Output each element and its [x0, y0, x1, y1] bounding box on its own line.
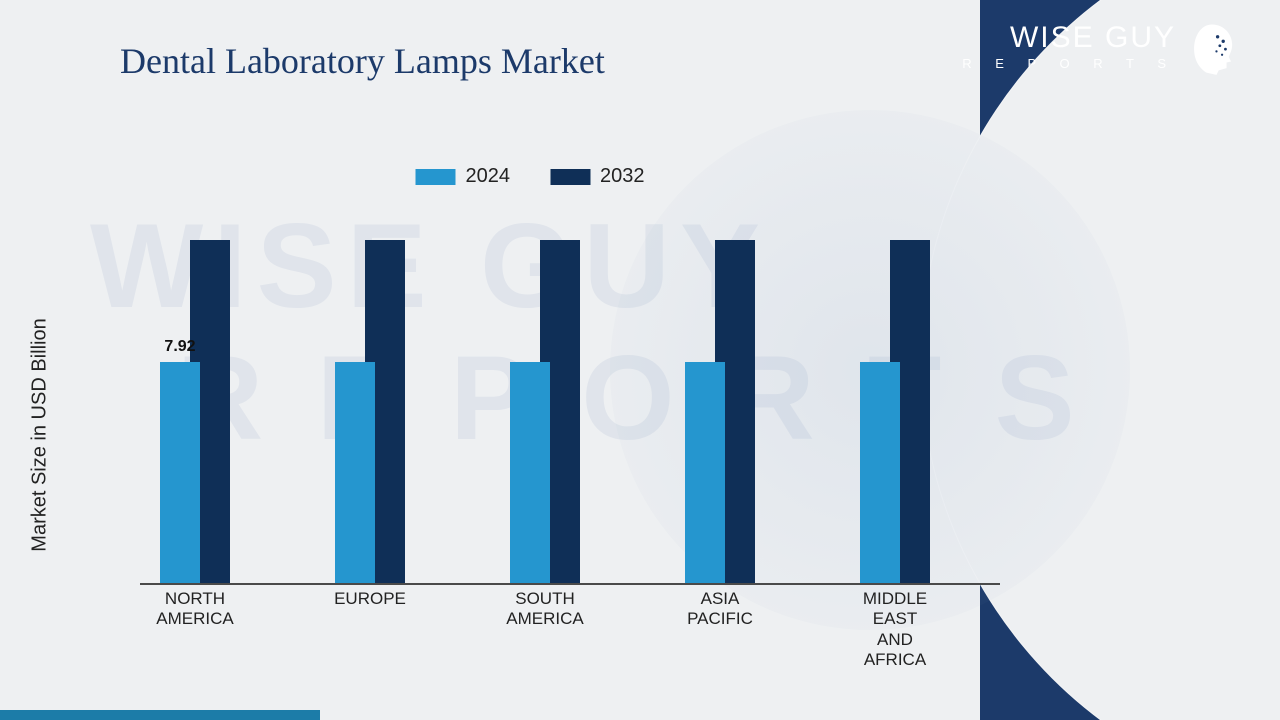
legend-label: 2024 — [466, 165, 511, 187]
chart-area: 20242032 Market Size in USD Billion 7.92… — [60, 165, 1000, 705]
x-axis-label: NORTHAMERICA — [125, 589, 265, 630]
y-axis-label: Market Size in USD Billion — [29, 318, 52, 551]
bar — [335, 362, 375, 583]
chart-title: Dental Laboratory Lamps Market — [120, 40, 605, 82]
legend-label: 2032 — [600, 165, 645, 187]
legend: 2024 2032 — [416, 165, 645, 188]
legend-item: 2032 — [550, 165, 645, 188]
legend-swatch — [416, 169, 456, 185]
x-axis-label: SOUTHAMERICA — [475, 589, 615, 630]
bar — [510, 362, 550, 583]
brand-line2: R E P O R T S — [962, 55, 1176, 73]
bar-value-label: 7.92 — [150, 338, 210, 356]
brand-logo: WISE GUY R E P O R T S — [962, 20, 1240, 76]
x-axis-label: ASIAPACIFIC — [650, 589, 790, 630]
bar: 7.92 — [160, 362, 200, 583]
bar — [860, 362, 900, 583]
x-axis-label: EUROPE — [300, 589, 440, 609]
x-axis-label: MIDDLEEASTANDAFRICA — [825, 589, 965, 671]
bar — [685, 362, 725, 583]
legend-item: 2024 — [416, 165, 511, 188]
plot-area: 7.92 — [140, 195, 1000, 585]
legend-swatch — [550, 169, 590, 185]
brand-line1: WISE GUY — [1010, 23, 1176, 53]
chart-stage: WISE GUY R E P O R T S Dental Laboratory… — [0, 0, 1280, 720]
brand-head-icon — [1184, 20, 1240, 76]
accent-strip — [0, 710, 320, 720]
